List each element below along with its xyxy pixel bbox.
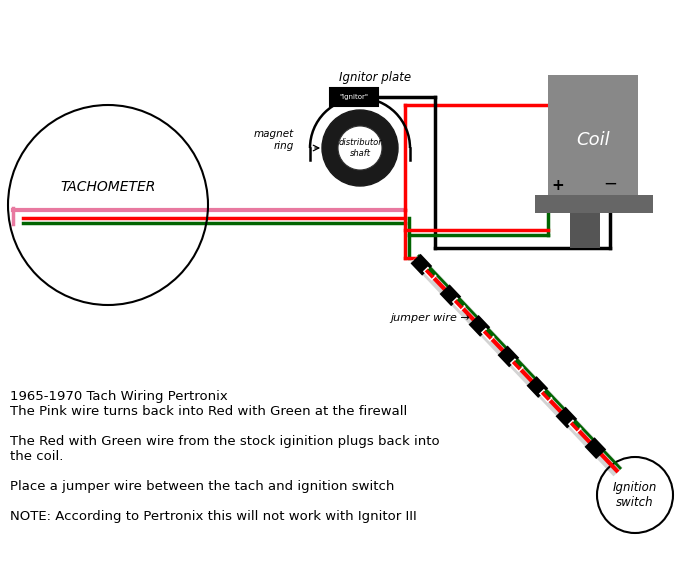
Text: NOTE: According to Pertronix this will not work with Ignitor III: NOTE: According to Pertronix this will n… bbox=[10, 510, 416, 523]
Text: +: + bbox=[552, 178, 564, 193]
Text: magnet
ring: magnet ring bbox=[253, 129, 294, 151]
Bar bbox=[570, 213, 600, 248]
Bar bbox=[548, 75, 638, 205]
Text: Ignition
switch: Ignition switch bbox=[612, 481, 657, 509]
Text: The Pink wire turns back into Red with Green at the firewall: The Pink wire turns back into Red with G… bbox=[10, 405, 407, 418]
Text: The Red with Green wire from the stock iginition plugs back into: The Red with Green wire from the stock i… bbox=[10, 435, 440, 448]
Text: the coil.: the coil. bbox=[10, 450, 64, 463]
Bar bbox=[535, 195, 653, 213]
Text: Coil: Coil bbox=[576, 131, 610, 149]
Text: Place a jumper wire between the tach and ignition switch: Place a jumper wire between the tach and… bbox=[10, 480, 394, 493]
Bar bbox=[330, 88, 378, 106]
Text: "Ignitor": "Ignitor" bbox=[340, 94, 368, 100]
Circle shape bbox=[338, 126, 382, 170]
Circle shape bbox=[322, 110, 398, 186]
Text: 1965-1970 Tach Wiring Pertronix: 1965-1970 Tach Wiring Pertronix bbox=[10, 390, 228, 403]
Text: Ignitor plate: Ignitor plate bbox=[339, 71, 411, 85]
Text: −: − bbox=[603, 175, 617, 193]
Text: jumper wire →: jumper wire → bbox=[390, 313, 470, 323]
Text: distributor
shaft: distributor shaft bbox=[338, 139, 382, 158]
Text: TACHOMETER: TACHOMETER bbox=[60, 180, 155, 194]
